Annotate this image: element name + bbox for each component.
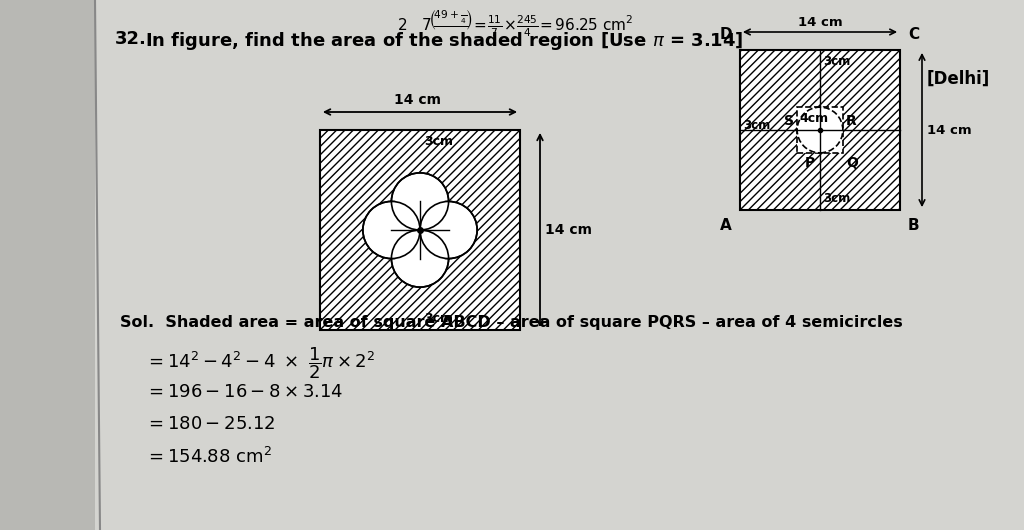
Text: C: C xyxy=(908,27,920,42)
Text: 14 cm: 14 cm xyxy=(927,123,972,137)
Text: 4cm: 4cm xyxy=(799,112,828,125)
Text: $= 14^2 - 4^2 - 4\ \times\ \dfrac{1}{2}\pi \times 2^2$: $= 14^2 - 4^2 - 4\ \times\ \dfrac{1}{2}\… xyxy=(145,345,375,381)
Bar xyxy=(0,0,95,530)
Circle shape xyxy=(362,201,420,259)
Text: 3cm: 3cm xyxy=(424,312,453,325)
Bar xyxy=(797,107,843,153)
Text: R: R xyxy=(846,114,857,128)
Text: 3cm: 3cm xyxy=(823,192,850,205)
Text: 3cm: 3cm xyxy=(424,135,453,148)
Text: 14 cm: 14 cm xyxy=(545,223,592,237)
Text: $= 154.88\ \mathrm{cm}^2$: $= 154.88\ \mathrm{cm}^2$ xyxy=(145,447,271,467)
Text: B: B xyxy=(908,218,920,233)
Text: P: P xyxy=(805,156,815,170)
Text: A: A xyxy=(720,218,732,233)
Text: Sol.  Shaded area = area of square ABCD – area of square PQRS – area of 4 semici: Sol. Shaded area = area of square ABCD –… xyxy=(120,315,903,330)
Text: In figure, find the area of the shaded region [Use $\pi$ = 3.14]: In figure, find the area of the shaded r… xyxy=(145,30,743,52)
Text: Q: Q xyxy=(846,156,858,170)
Text: 32.: 32. xyxy=(115,30,146,48)
Bar xyxy=(391,201,449,259)
Text: 3cm: 3cm xyxy=(823,55,850,68)
Text: $= 196 - 16 - 8 \times 3.14$: $= 196 - 16 - 8 \times 3.14$ xyxy=(145,383,343,401)
Circle shape xyxy=(420,201,477,259)
Text: 3cm: 3cm xyxy=(743,119,770,132)
Text: $2 \quad 7\!\left(\!\frac{49+\frac{\ }{4}}{\ }\!\right)\!=\!\frac{11}{7}\!\times: $2 \quad 7\!\left(\!\frac{49+\frac{\ }{4… xyxy=(396,8,633,39)
Text: S: S xyxy=(784,114,795,128)
Text: [Delhi]: [Delhi] xyxy=(927,70,990,88)
Text: 14 cm: 14 cm xyxy=(798,16,843,29)
Text: 14 cm: 14 cm xyxy=(394,93,441,107)
Bar xyxy=(740,50,900,210)
Circle shape xyxy=(391,173,449,230)
Circle shape xyxy=(391,230,449,287)
Text: D: D xyxy=(720,27,732,42)
Circle shape xyxy=(797,107,843,153)
Text: $= 180 - 25.12$: $= 180 - 25.12$ xyxy=(145,415,275,433)
Bar xyxy=(319,130,520,330)
